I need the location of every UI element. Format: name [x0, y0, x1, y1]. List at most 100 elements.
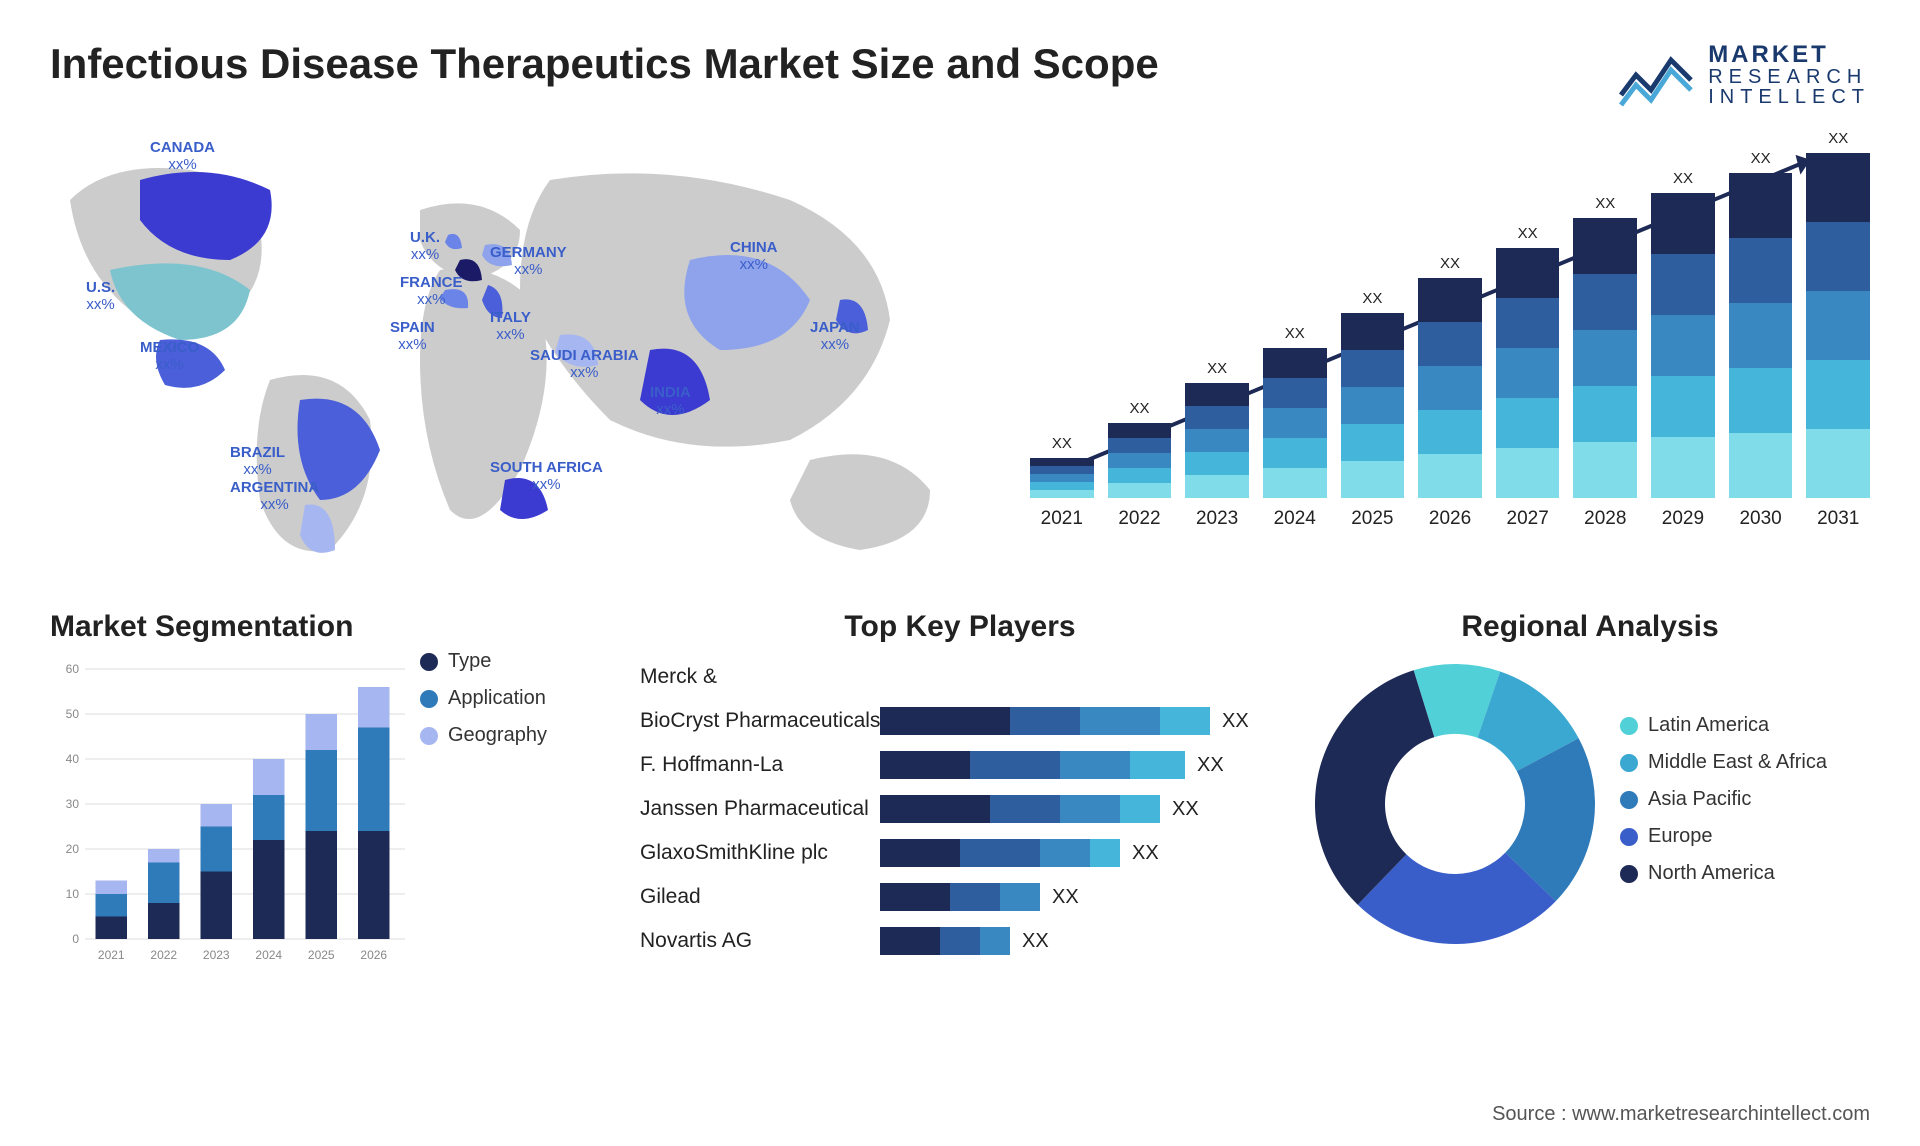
header: Infectious Disease Therapeutics Market S…	[50, 40, 1870, 110]
growth-bar-year: 2027	[1507, 508, 1549, 530]
key-player-row: F. Hoffmann-La XX	[640, 747, 1280, 783]
growth-bar: XX 2024	[1263, 325, 1327, 530]
source-text: Source : www.marketresearchintellect.com	[1492, 1103, 1870, 1126]
growth-bar-label: XX	[1518, 225, 1538, 242]
growth-bar-label: XX	[1751, 150, 1771, 167]
key-player-row: Janssen Pharmaceutical XX	[640, 791, 1280, 827]
map-label: JAPANxx%	[810, 320, 860, 353]
key-player-value: XX	[1197, 754, 1224, 777]
key-player-row: GlaxoSmithKline plc XX	[640, 835, 1280, 871]
logo-line3: INTELLECT	[1708, 87, 1870, 107]
map-label: ITALYxx%	[490, 310, 531, 343]
page-title: Infectious Disease Therapeutics Market S…	[50, 40, 1159, 88]
growth-bar-year: 2022	[1118, 508, 1160, 530]
svg-text:10: 10	[66, 887, 80, 901]
growth-bar-year: 2025	[1351, 508, 1393, 530]
growth-bar-label: XX	[1207, 360, 1227, 377]
map-label: FRANCExx%	[400, 275, 463, 308]
growth-bar-label: XX	[1362, 290, 1382, 307]
growth-bar-label: XX	[1285, 325, 1305, 342]
growth-bar: XX 2028	[1573, 195, 1637, 530]
key-player-value: XX	[1022, 930, 1049, 953]
svg-text:50: 50	[66, 707, 80, 721]
map-label: CHINAxx%	[730, 240, 778, 273]
growth-chart: XX 2021 XX 2022 XX 2023 XX 2024 XX 2025 …	[1010, 140, 1870, 570]
legend-label: North America	[1648, 862, 1775, 885]
legend-item: Type	[420, 650, 610, 673]
growth-bar-label: XX	[1052, 435, 1072, 452]
map-label: SPAINxx%	[390, 320, 435, 353]
svg-text:2022: 2022	[150, 948, 177, 962]
legend-label: Asia Pacific	[1648, 788, 1751, 811]
legend-label: Application	[448, 687, 546, 710]
growth-bar: XX 2030	[1729, 150, 1793, 530]
svg-text:2023: 2023	[203, 948, 230, 962]
key-player-value: XX	[1172, 798, 1199, 821]
key-player-name: Novartis AG	[640, 929, 880, 953]
svg-text:2021: 2021	[98, 948, 125, 962]
legend-item: Middle East & Africa	[1620, 751, 1870, 774]
svg-text:2026: 2026	[360, 948, 387, 962]
brand-logo: MARKET RESEARCH INTELLECT	[1616, 40, 1870, 110]
svg-text:60: 60	[66, 662, 80, 676]
logo-icon	[1616, 40, 1696, 110]
growth-bar: XX 2022	[1108, 400, 1172, 530]
svg-text:30: 30	[66, 797, 80, 811]
legend-label: Middle East & Africa	[1648, 751, 1827, 774]
growth-bar-year: 2021	[1041, 508, 1083, 530]
growth-bar: XX 2029	[1651, 170, 1715, 530]
map-label: SAUDI ARABIAxx%	[530, 348, 639, 381]
map-label: INDIAxx%	[650, 385, 691, 418]
key-player-name: F. Hoffmann-La	[640, 753, 880, 777]
map-label: ARGENTINAxx%	[230, 480, 319, 513]
key-player-value: XX	[1222, 710, 1249, 733]
key-player-row: Novartis AG XX	[640, 923, 1280, 959]
legend-item: North America	[1620, 862, 1870, 885]
growth-bar-label: XX	[1595, 195, 1615, 212]
legend-item: Geography	[420, 724, 610, 747]
map-label: U.S.xx%	[86, 280, 115, 313]
growth-bar-year: 2026	[1429, 508, 1471, 530]
growth-bar: XX 2031	[1806, 130, 1870, 530]
regional-title: Regional Analysis	[1310, 610, 1870, 644]
growth-bar-year: 2023	[1196, 508, 1238, 530]
key-player-name: Gilead	[640, 885, 880, 909]
legend-label: Latin America	[1648, 714, 1769, 737]
growth-bar-label: XX	[1828, 130, 1848, 147]
segmentation-title: Market Segmentation	[50, 610, 410, 644]
svg-text:2024: 2024	[255, 948, 282, 962]
key-player-name: Merck &	[640, 665, 880, 689]
growth-bar-label: XX	[1129, 400, 1149, 417]
map-label: MEXICOxx%	[140, 340, 199, 373]
map-label: GERMANYxx%	[490, 245, 567, 278]
key-player-name: GlaxoSmithKline plc	[640, 841, 880, 865]
segmentation-legend: Type Application Geography	[420, 610, 610, 974]
svg-text:0: 0	[72, 932, 79, 946]
growth-bar-label: XX	[1673, 170, 1693, 187]
world-map-panel: CANADAxx% U.S.xx% MEXICOxx% BRAZILxx%ARGENT…	[50, 140, 970, 570]
key-players-panel: Top Key Players Merck & BioCryst Pharmac…	[640, 610, 1280, 974]
key-player-value: XX	[1132, 842, 1159, 865]
legend-label: Europe	[1648, 825, 1713, 848]
growth-bar: XX 2026	[1418, 255, 1482, 530]
growth-bar: XX 2023	[1185, 360, 1249, 530]
map-label: CANADAxx%	[150, 140, 215, 173]
key-player-name: Janssen Pharmaceutical	[640, 797, 880, 821]
legend-item: Asia Pacific	[1620, 788, 1870, 811]
regional-legend: Latin America Middle East & Africa Asia …	[1620, 714, 1870, 899]
legend-item: Latin America	[1620, 714, 1870, 737]
growth-bar: XX 2027	[1496, 225, 1560, 530]
legend-label: Geography	[448, 724, 547, 747]
regional-panel: Regional Analysis Latin America Middle E…	[1310, 610, 1870, 974]
legend-item: Application	[420, 687, 610, 710]
svg-text:2025: 2025	[308, 948, 335, 962]
growth-bar: XX 2021	[1030, 435, 1094, 530]
key-player-row: BioCryst Pharmaceuticals XX	[640, 703, 1280, 739]
regional-donut	[1310, 659, 1600, 949]
growth-bar-year: 2031	[1817, 508, 1859, 530]
legend-label: Type	[448, 650, 491, 673]
segmentation-panel: Market Segmentation 01020304050602021202…	[50, 610, 610, 974]
growth-bar: XX 2025	[1341, 290, 1405, 530]
map-label: BRAZILxx%	[230, 445, 285, 478]
growth-bar-year: 2029	[1662, 508, 1704, 530]
